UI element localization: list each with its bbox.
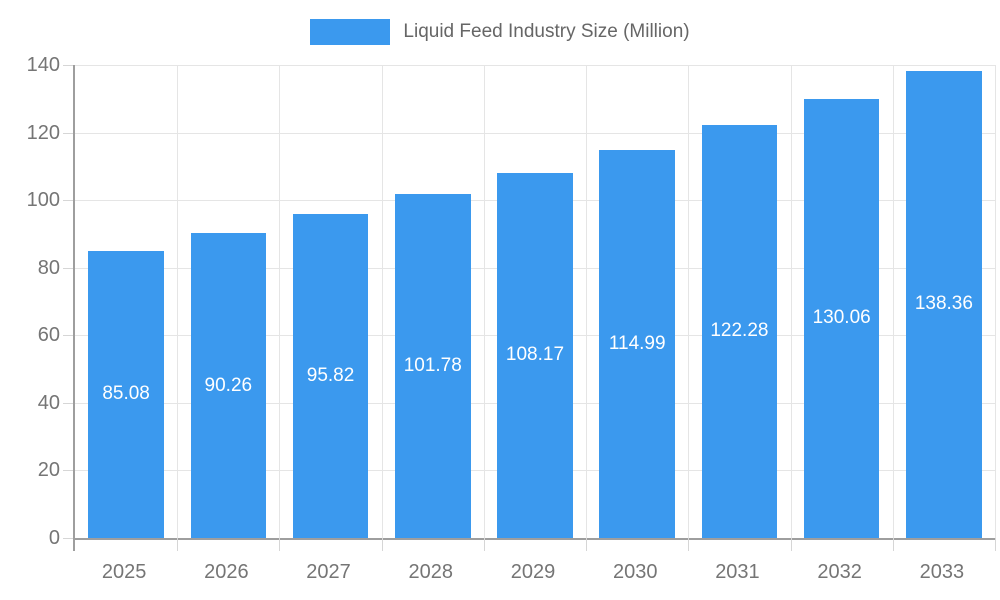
gridline-vertical xyxy=(381,65,383,538)
gridline-vertical xyxy=(688,65,690,538)
x-axis-tick-label: 2031 xyxy=(715,561,760,583)
gridline-vertical xyxy=(483,65,485,538)
bar-value-label: 85.08 xyxy=(102,383,150,405)
y-axis-tick-label: 100 xyxy=(26,189,60,212)
x-axis-tick-label: 2029 xyxy=(510,561,556,583)
y-axis-tick-label: 0 xyxy=(48,527,60,549)
y-axis-tick-mark xyxy=(63,65,73,66)
bar-value-label: 138.36 xyxy=(914,293,973,315)
x-axis-tick-mark xyxy=(688,538,690,551)
bar-value-label: 130.06 xyxy=(812,307,871,329)
bar-value-label: 108.17 xyxy=(505,344,565,366)
x-axis-tick-mark xyxy=(790,538,792,551)
x-axis-tick-label: 2027 xyxy=(306,561,351,583)
x-axis-tick-label: 2026 xyxy=(204,561,249,583)
gridline-vertical xyxy=(892,65,894,538)
bar-2031[interactable]: 122.28 xyxy=(701,124,778,538)
y-axis-tick-label: 120 xyxy=(26,121,60,144)
bar-2026[interactable]: 90.26 xyxy=(190,233,267,538)
bar-2028[interactable]: 101.78 xyxy=(394,194,471,538)
y-axis-tick-label: 20 xyxy=(37,459,60,482)
x-axis-tick-mark xyxy=(177,538,179,551)
x-axis-tick-label: 2030 xyxy=(612,561,658,583)
x-axis-tick-mark xyxy=(381,538,383,551)
y-axis-tick-mark xyxy=(63,470,73,472)
x-axis-tick-mark xyxy=(995,538,996,551)
bar-2027[interactable]: 95.82 xyxy=(292,214,369,538)
y-axis-tick-mark xyxy=(63,200,73,202)
bar-2025[interactable]: 85.08 xyxy=(88,250,164,538)
x-axis-tick-mark xyxy=(586,538,588,551)
y-axis-tick-mark xyxy=(63,538,73,539)
y-axis-tick-mark xyxy=(63,402,73,404)
gridline-horizontal xyxy=(75,132,995,134)
legend-label: Liquid Feed Industry Size (Million) xyxy=(403,21,690,42)
bar-value-label: 114.99 xyxy=(608,332,666,354)
gridline-vertical xyxy=(279,65,281,538)
x-axis-tick-label: 2032 xyxy=(817,561,862,583)
y-axis-tick-mark xyxy=(63,267,73,269)
y-axis-tick-label: 140 xyxy=(26,54,60,76)
bar-2033[interactable]: 138.36 xyxy=(906,70,982,538)
x-axis-tick-label: 2025 xyxy=(101,561,147,583)
gridline-horizontal xyxy=(75,65,995,66)
x-axis-tick-mark xyxy=(483,538,485,551)
gridline-vertical xyxy=(177,65,179,538)
y-axis-tick-mark xyxy=(63,132,73,134)
y-axis-tick-label: 80 xyxy=(37,256,60,279)
x-axis-tick-label: 2028 xyxy=(408,561,454,583)
bar-2032[interactable]: 130.06 xyxy=(803,98,880,538)
plot-area: 85.08 90.26 95.82 101.78 108.17 114.99 122.28 1… xyxy=(63,65,996,551)
y-axis-extension xyxy=(73,538,75,551)
bar-value-label: 122.28 xyxy=(710,320,769,342)
y-axis-tick-label: 60 xyxy=(37,324,60,347)
bar-value-label: 101.78 xyxy=(403,355,462,377)
bar-2030[interactable]: 114.99 xyxy=(599,149,676,538)
bar-value-label: 95.82 xyxy=(306,365,355,387)
x-axis-tick-mark xyxy=(892,538,894,551)
gridline-vertical xyxy=(995,65,996,538)
y-axis-tick-mark xyxy=(63,335,73,337)
y-axis-tick-label: 40 xyxy=(37,391,60,414)
bar-2029[interactable]: 108.17 xyxy=(497,172,573,538)
x-axis-tick-mark xyxy=(279,538,281,551)
legend[interactable]: Liquid Feed Industry Size (Million) xyxy=(0,19,1000,45)
x-axis-tick-label: 2033 xyxy=(919,561,965,583)
legend-swatch-icon xyxy=(310,19,391,45)
bar-value-label: 90.26 xyxy=(204,374,253,396)
gridline-vertical xyxy=(586,65,588,538)
gridline-vertical xyxy=(790,65,792,538)
